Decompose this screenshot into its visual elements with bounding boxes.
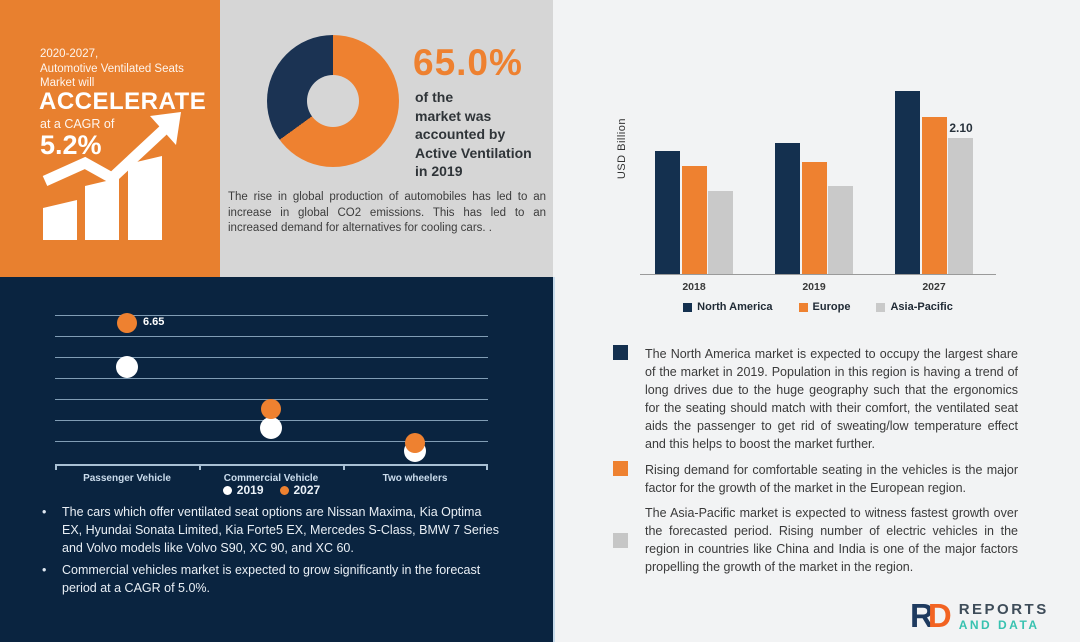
legend-swatch-icon — [798, 302, 808, 312]
growth-arrow-chart-icon — [42, 112, 181, 240]
legend-item-2019: 2019 — [222, 483, 264, 497]
europe-text: Rising demand for comfortable seating in… — [645, 463, 1018, 495]
note-europe: Rising demand for comfortable seating in… — [613, 461, 1018, 497]
donut-percent: 65.0% — [413, 42, 523, 83]
hero-intro: 2020-2027, Automotive Ventilated Seats M… — [40, 48, 184, 89]
bar-data-label: 2.10 — [949, 120, 973, 135]
bar-chart-y-axis-label: USD Billion — [616, 118, 628, 180]
legend-swatch-icon — [683, 302, 693, 312]
dot-plot-category-label: Passenger Vehicle — [83, 473, 171, 484]
bar-Asia-Pacific — [708, 191, 733, 274]
bullet-text: Commercial vehicles market is expected t… — [62, 562, 481, 595]
bar-group: 2.10 2027 — [895, 75, 973, 293]
bar-Europe — [801, 161, 827, 274]
axis-tick — [486, 465, 488, 470]
reports-and-data-logo: R D REPORTS AND DATA — [910, 597, 1049, 635]
legend-dot-icon — [222, 485, 232, 495]
north-america-swatch — [613, 345, 628, 360]
bar-North America — [775, 142, 800, 274]
list-item: • Commercial vehicles market is expected… — [42, 561, 500, 597]
list-item: • The cars which offer ventilated seat o… — [42, 503, 500, 558]
logo-anddata-text: AND DATA — [958, 617, 1040, 632]
bar-Asia-Pacific — [948, 137, 973, 274]
dot-2027 — [117, 313, 137, 333]
bar-Asia-Pacific — [828, 186, 853, 274]
donut-hole — [307, 75, 359, 127]
dot-plot-category-label: Two wheelers — [382, 473, 448, 484]
donut-panel — [220, 0, 555, 277]
logo-letter-d: D — [927, 597, 952, 634]
bar-chart-legend: North America Europe Asia-Pacific — [640, 301, 996, 313]
bar-x-label: 2018 — [682, 281, 706, 293]
axis-tick — [343, 465, 345, 470]
dot-plot-category-label: Commercial Vehicle — [223, 473, 319, 484]
gridline — [55, 441, 488, 442]
dot-2027 — [405, 432, 425, 453]
gridline — [55, 357, 488, 358]
legend-label: 2019 — [236, 483, 264, 497]
hero-cagr-label: at a CAGR of — [40, 117, 115, 131]
vehicle-segment-dot-plot: 6.65 Passenger Vehicle Commercial Vehicle T… — [55, 305, 488, 505]
note-asia-pacific: The Asia-Pacific market is expected to w… — [613, 504, 1018, 576]
bullet-text: The cars which offer ventilated seat opt… — [62, 505, 499, 556]
rd-logo-icon: R D — [910, 597, 952, 635]
north-america-text: The North America market is expected to … — [645, 347, 1018, 451]
axis-tick — [55, 465, 57, 470]
asia-pacific-swatch — [613, 532, 628, 548]
logo-wordmark: REPORTS AND DATA — [959, 602, 1049, 631]
bullet-icon: • — [42, 505, 47, 519]
hero-cagr-value: 5.2% — [40, 130, 102, 160]
bullet-icon: • — [42, 562, 47, 577]
europe-swatch — [613, 461, 628, 476]
dot-2019 — [116, 356, 138, 379]
dot-2027 — [261, 399, 281, 420]
logo-reports-text: REPORTS — [958, 600, 1049, 618]
legend-label: 2027 — [293, 483, 321, 497]
panel-divider — [553, 277, 555, 642]
logo-letter-r: R — [910, 597, 934, 634]
bar-group: 2019 — [775, 75, 853, 293]
legend-item-Asia-Pacific: Asia-Pacific — [876, 301, 953, 313]
legend-label: Asia-Pacific — [890, 301, 953, 313]
bar-x-label: 2019 — [802, 281, 826, 293]
donut-caption: of the market was accounted by Active Ve… — [415, 89, 532, 179]
key-points-list: • The cars which offer ventilated seat o… — [42, 503, 500, 600]
bar-North America — [895, 90, 920, 274]
gridline — [55, 378, 488, 379]
regional-bar-chart: 2018 2019 2.10 2027 — [640, 75, 996, 293]
asia-pacific-text: The Asia-Pacific market is expected to w… — [645, 506, 1018, 574]
regional-panel — [553, 0, 1080, 642]
bar-x-label: 2027 — [922, 281, 946, 293]
legend-swatch-icon — [876, 302, 886, 312]
legend-label: Europe — [812, 301, 851, 313]
dot-plot-axis — [55, 464, 488, 466]
bar-North America — [655, 150, 680, 274]
co2-paragraph: The rise in global production of automob… — [228, 191, 546, 234]
bar-Europe — [921, 116, 947, 274]
bar-group: 2018 — [655, 75, 733, 293]
segment-panel — [0, 277, 553, 642]
dot-plot-legend: 2019 2027 — [55, 483, 488, 497]
hero-accelerate: ACCELERATE — [39, 88, 207, 115]
note-north-america: The North America market is expected to … — [613, 345, 1018, 453]
dot-2019 — [260, 417, 282, 439]
legend-item-Europe: Europe — [798, 301, 851, 313]
bar-Europe — [681, 166, 707, 274]
axis-tick — [199, 465, 201, 470]
legend-label: North America — [697, 301, 773, 313]
dot-data-label: 6.65 — [143, 316, 165, 328]
legend-item-North America: North America — [683, 301, 773, 313]
legend-dot-icon — [279, 485, 289, 495]
legend-item-2027: 2027 — [279, 483, 321, 497]
gridline — [55, 315, 488, 316]
gridline — [55, 336, 488, 337]
